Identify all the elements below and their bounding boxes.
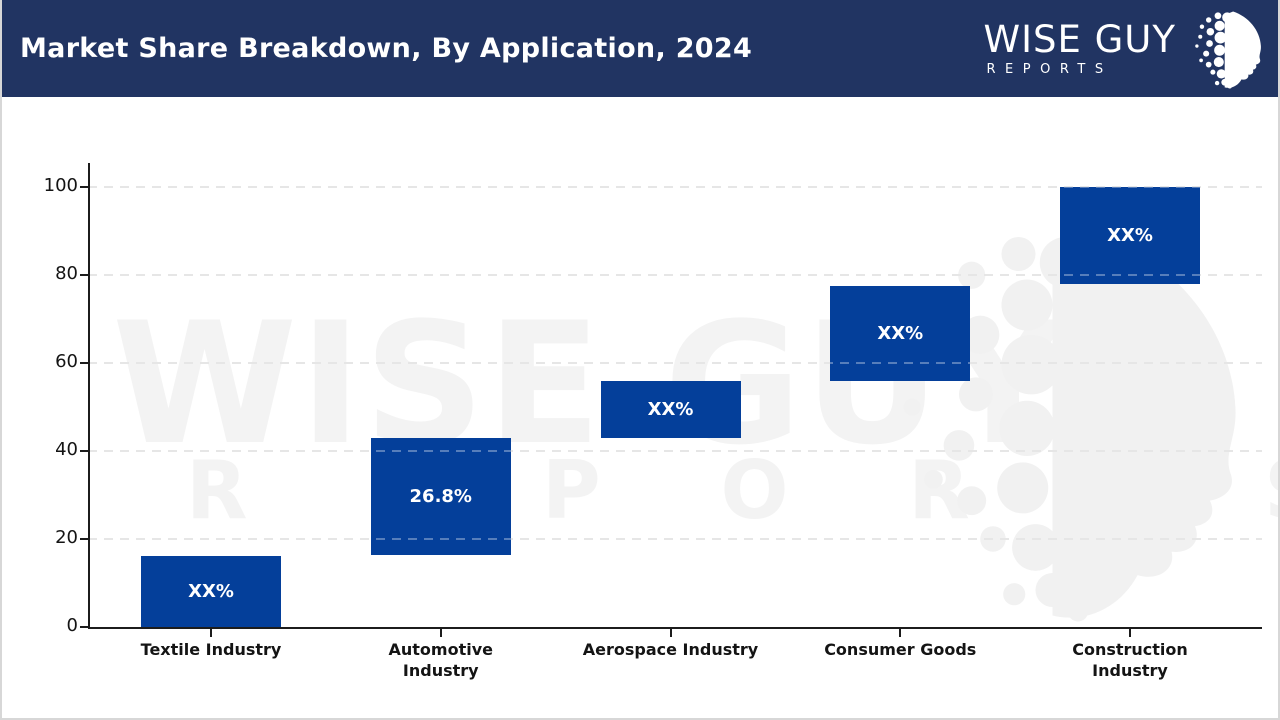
y-tick-label: 100 <box>43 175 78 196</box>
y-tick-label: 20 <box>55 527 78 548</box>
watermark-face-icon <box>903 232 1236 622</box>
x-tick-label-consumer-goods: Consumer Goods <box>790 640 1010 661</box>
x-tick-label-line: Consumer Goods <box>824 640 977 659</box>
x-tick-label-textile-industry: Textile Industry <box>101 640 321 661</box>
x-tick-mark <box>210 629 212 637</box>
y-tick-label: 0 <box>66 615 78 636</box>
y-tick-label: 40 <box>55 439 78 460</box>
gridline-overlay <box>88 450 1262 452</box>
y-axis-line <box>88 163 90 629</box>
x-tick-label-line: Aerospace Industry <box>582 640 759 659</box>
y-tick-label: 80 <box>55 263 78 284</box>
bar-aerospace-industry: XX% <box>600 380 741 438</box>
gridline-overlay <box>88 362 1262 364</box>
logo-wordmark: WISE GUY <box>983 17 1176 61</box>
x-tick-mark <box>899 629 902 637</box>
x-tick-mark <box>439 629 442 637</box>
gridline-overlay <box>88 538 1262 540</box>
bar-value-label: 26.8% <box>409 486 472 508</box>
y-tick-mark <box>80 450 88 452</box>
y-tick-label: 60 <box>55 351 78 372</box>
gridline-overlay <box>88 274 1262 276</box>
bar-value-label: XX% <box>877 323 924 345</box>
y-tick-mark <box>80 538 88 540</box>
bar-textile-industry: XX% <box>141 556 281 627</box>
x-tick-label-line: Automotive <box>388 640 494 659</box>
x-tick-label-line: Textile Industry <box>140 640 282 659</box>
x-tick-label-aerospace-industry: Aerospace Industry <box>561 640 781 661</box>
x-axis-line <box>88 627 1262 629</box>
bar-construction-industry: XX% <box>1060 187 1200 285</box>
wise-guy-logo: WISE GUY REPORTS <box>984 9 1266 89</box>
gridline <box>88 274 1262 276</box>
logo-subtitle: REPORTS <box>986 61 1113 77</box>
face-profile-icon <box>1195 11 1261 88</box>
logo-text: WISE GUY REPORTS <box>984 21 1176 77</box>
bar-consumer-goods: XX% <box>830 286 971 381</box>
page-title: Market Share Breakdown, By Application, … <box>20 33 753 64</box>
gridline <box>88 186 1262 188</box>
bar-value-label: XX% <box>188 581 234 603</box>
bar-automotive-industry: 26.8% <box>370 437 511 556</box>
y-tick-mark <box>80 626 88 628</box>
x-tick-label-automotive-industry: Automotive Industry <box>331 640 551 682</box>
x-tick-mark <box>1129 629 1131 637</box>
y-tick-mark <box>80 274 88 276</box>
x-tick-label-line: Industry <box>1092 660 1168 680</box>
bar-value-label: XX% <box>1107 225 1153 247</box>
gridline <box>88 450 1262 452</box>
x-tick-label-line: Construction <box>1072 640 1188 659</box>
gridline-overlay <box>88 186 1262 188</box>
y-tick-mark <box>80 362 88 364</box>
x-tick-mark <box>669 629 672 637</box>
bar-value-label: XX% <box>647 398 694 420</box>
x-tick-label-construction-industry: Construction Industry <box>1020 640 1240 682</box>
y-tick-mark <box>80 186 88 188</box>
gridline <box>88 538 1262 540</box>
x-tick-label-line: Industry <box>402 660 479 680</box>
gridline <box>88 362 1262 364</box>
header-bar: Market Share Breakdown, By Application, … <box>0 0 1280 97</box>
